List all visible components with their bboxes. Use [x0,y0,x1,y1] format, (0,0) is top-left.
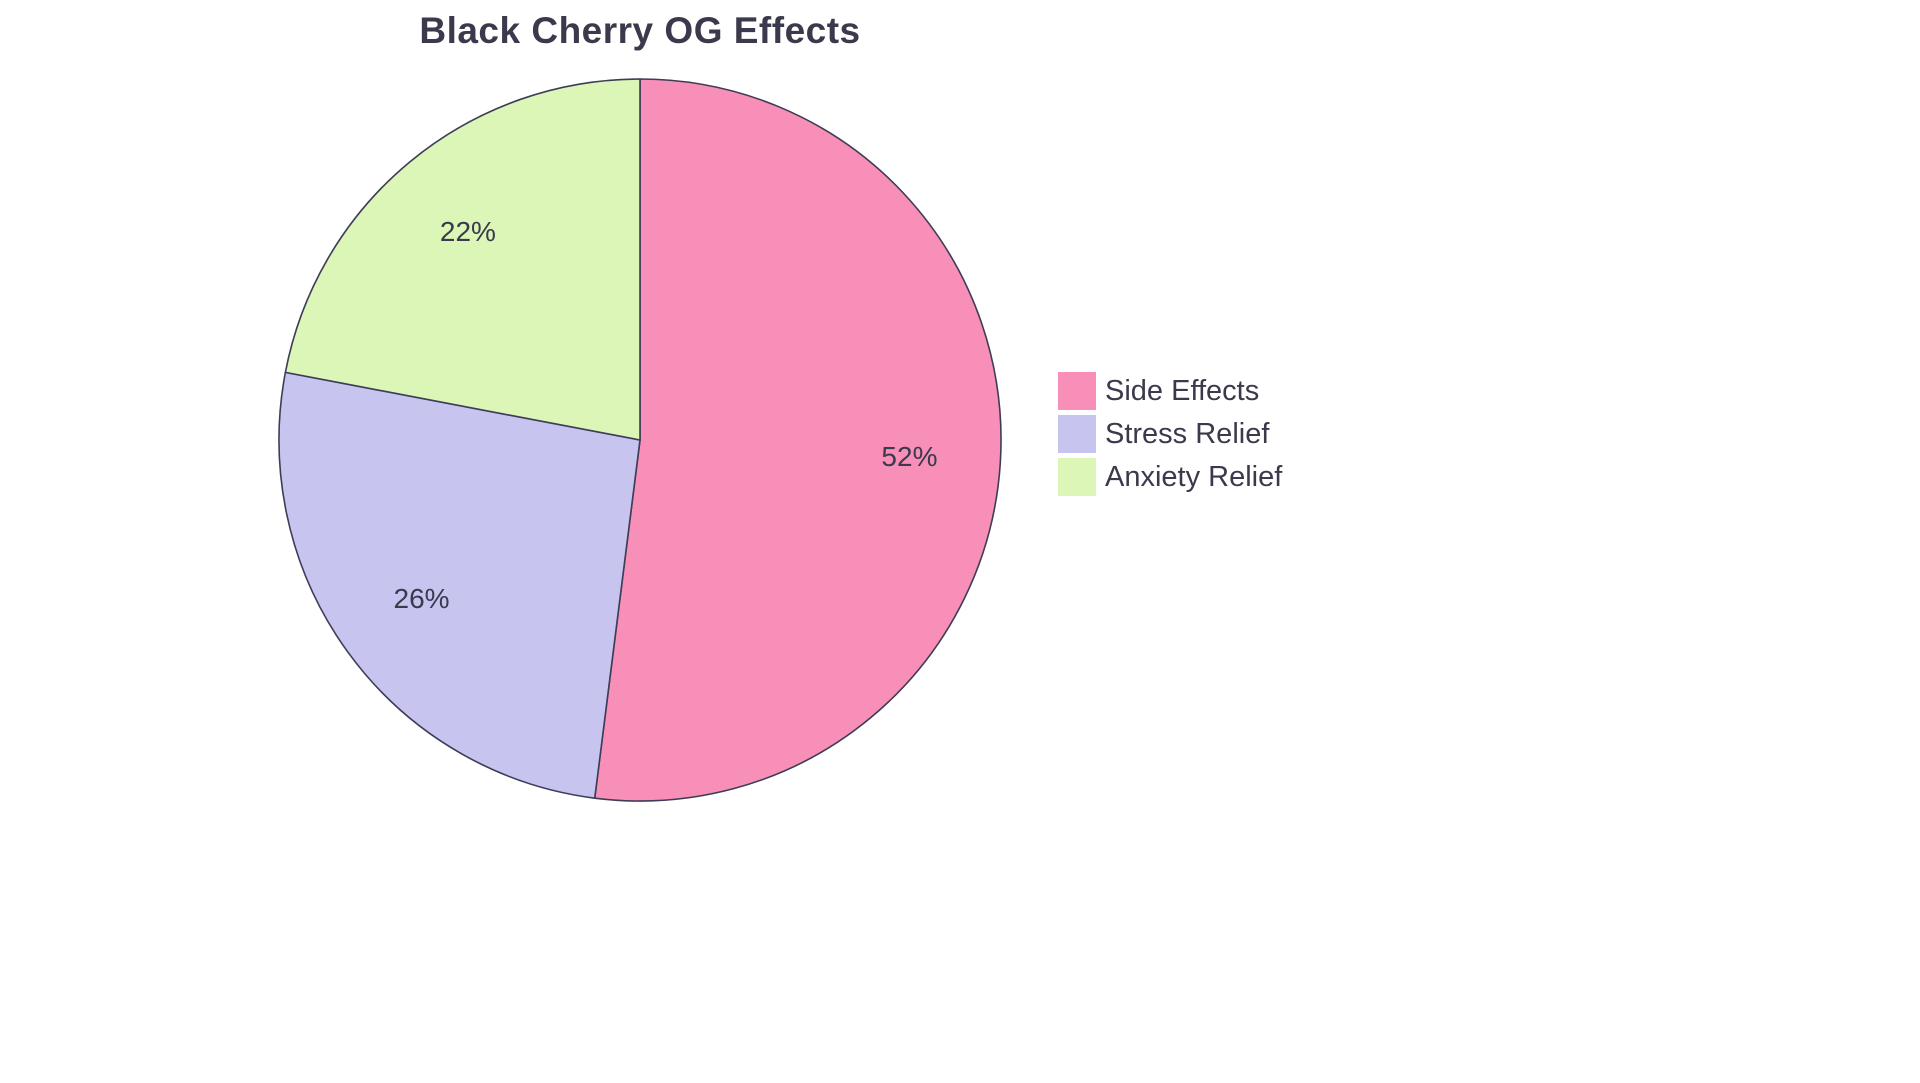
legend-swatch-stress-relief [1058,415,1096,453]
legend-swatch-anxiety-relief [1058,458,1096,496]
chart-title: Black Cherry OG Effects [419,10,861,51]
legend-item-stress-relief[interactable]: Stress Relief [1058,415,1282,453]
slice-label-anxiety-relief: 22% [439,215,496,247]
legend-swatch-side-effects [1058,372,1096,410]
legend-item-anxiety-relief[interactable]: Anxiety Relief [1058,458,1282,496]
legend-label-stress-relief: Stress Relief [1105,417,1270,450]
slice-label-stress-relief: 26% [393,582,450,614]
legend-label-anxiety-relief: Anxiety Relief [1105,460,1283,493]
legend: Side Effects Stress Relief Anxiety Relie… [1058,372,1282,496]
legend-item-side-effects[interactable]: Side Effects [1058,372,1282,410]
slice-label-side-effects: 52% [881,440,938,472]
pie-slice-side-effects [593,78,1002,802]
legend-label-side-effects: Side Effects [1105,374,1260,407]
pie-slice-stress-relief [278,371,641,799]
pie-slice-anxiety-relief [284,78,641,441]
